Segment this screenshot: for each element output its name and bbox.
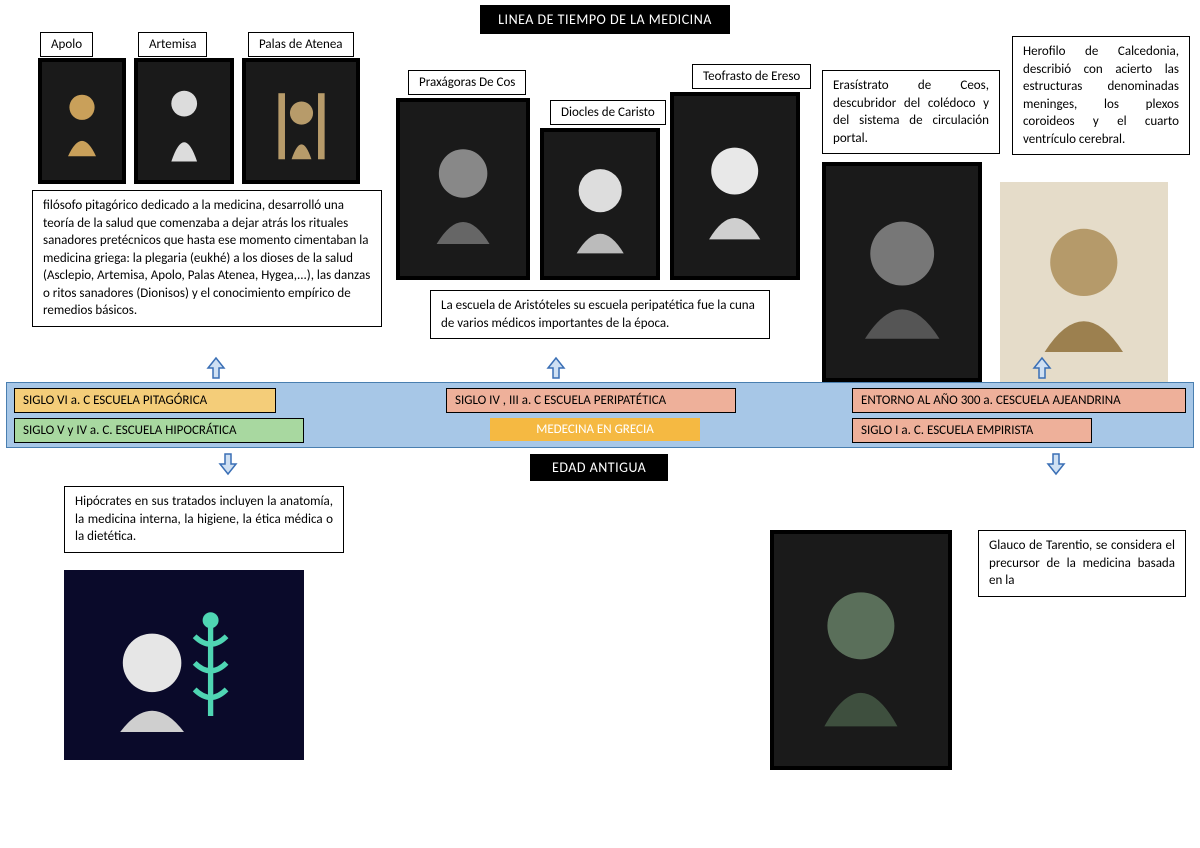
arrow-up-icon (544, 356, 568, 380)
textbox-pitagorica: filósofo pitagórico dedicado a la medici… (32, 190, 382, 327)
image-palas (242, 58, 360, 184)
image-diocles (540, 128, 660, 280)
textbox-erasistrato: Erasístrato de Ceos, descubridor del col… (822, 70, 1000, 154)
period-alejandrina: ENTORNO AL AÑO 300 a. CESCUELA AJEANDRIN… (852, 388, 1186, 413)
image-artemisa (134, 58, 234, 184)
era-label: EDAD ANTIGUA (530, 454, 668, 481)
arrow-down-icon (1044, 452, 1068, 476)
label-artemisa: Artemisa (138, 32, 207, 57)
image-herofilo (1000, 182, 1168, 382)
period-pitagorica: SIGLO VI a. C ESCUELA PITAGÓRICA (14, 388, 276, 413)
label-apolo: Apolo (40, 32, 93, 57)
textbox-hipocrates: Hipócrates en sus tratados incluyen la a… (64, 486, 344, 553)
arrow-up-icon (204, 356, 228, 380)
main-title: LINEA DE TIEMPO DE LA MEDICINA (480, 5, 730, 34)
period-peripatetica: SIGLO IV , III a. C ESCUELA PERIPATÉTICA (446, 388, 736, 413)
textbox-peripatetica: La escuela de Aristóteles su escuela per… (430, 290, 770, 339)
image-praxagoras (396, 98, 530, 280)
textbox-glauco: Glauco de Tarentio, se considera el prec… (978, 530, 1186, 597)
image-apolo (38, 58, 126, 184)
label-teofrasto: Teofrasto de Ereso (692, 64, 811, 89)
label-praxagoras: Praxágoras De Cos (408, 70, 526, 95)
arrow-up-icon (1030, 356, 1054, 380)
image-hipocrates (64, 570, 304, 760)
label-diocles: Diocles de Caristo (550, 100, 666, 125)
period-hipocratica: SIGLO V y IV a. C. ESCUELA HIPOCRÁTICA (14, 418, 304, 443)
label-palas: Palas de Atenea (248, 32, 354, 57)
period-empirista: SIGLO I a. C. ESCUELA EMPIRISTA (852, 418, 1092, 443)
arrow-down-icon (216, 452, 240, 476)
image-erasistrato (822, 162, 982, 382)
timeline-center-label: MEDECINA EN GRECIA (490, 418, 700, 441)
image-teofrasto (670, 92, 800, 280)
image-glauco (770, 530, 952, 770)
textbox-herofilo: Herofilo de Calcedonia, describió con ac… (1012, 36, 1190, 155)
